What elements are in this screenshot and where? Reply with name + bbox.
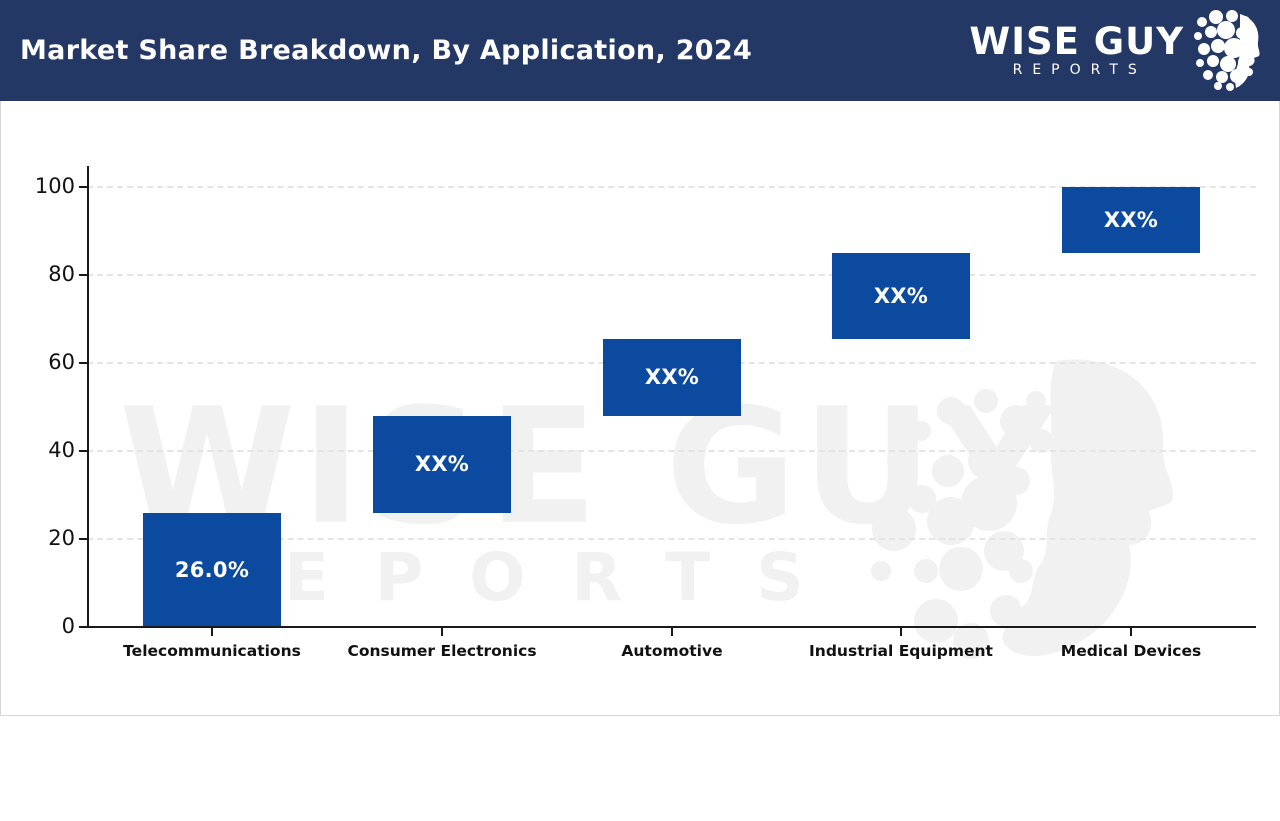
- brand-name: WISE GUY: [969, 20, 1184, 64]
- header-bar: Market Share Breakdown, By Application, …: [0, 0, 1280, 101]
- x-tick-4: [1130, 628, 1132, 636]
- gridline-y-20: [87, 538, 1256, 540]
- brand-face-dots-icon: [1194, 9, 1260, 91]
- y-tick-label-100: 100: [34, 174, 75, 198]
- bar-value-label: XX%: [1103, 208, 1159, 232]
- bar-automotive: XX%: [603, 338, 741, 416]
- x-category-label: Automotive: [621, 642, 723, 660]
- bar-telecommunications: 26.0%: [143, 512, 281, 627]
- brand-subname: REPORTS: [1012, 61, 1147, 78]
- y-tick-80: [79, 274, 87, 276]
- watermark-text-2: REPORTS: [187, 539, 850, 616]
- y-tick-0: [79, 626, 87, 628]
- bar-medical-devices: XX%: [1062, 187, 1200, 253]
- brand-logo-text: WISE GUY REPORTS: [969, 20, 1184, 78]
- x-tick-2: [671, 628, 673, 636]
- gridline-y-80: [87, 274, 1256, 276]
- x-tick-1: [441, 628, 443, 636]
- y-tick-100: [79, 186, 87, 188]
- bar-value-label: 26.0%: [174, 557, 250, 582]
- gridline-y-100: [87, 186, 1256, 188]
- brand-logo: WISE GUY REPORTS: [969, 8, 1262, 94]
- chart-title: Market Share Breakdown, By Application, …: [20, 35, 753, 66]
- y-tick-label-40: 40: [48, 438, 75, 462]
- y-tick-40: [79, 450, 87, 452]
- x-category-label: Telecommunications: [123, 642, 301, 660]
- y-tick-60: [79, 362, 87, 364]
- bar-value-label: XX%: [644, 365, 700, 390]
- watermark-face-dots: [871, 359, 1174, 659]
- x-tick-0: [211, 628, 213, 636]
- y-tick-label-0: 0: [61, 614, 75, 638]
- y-axis-line: [87, 166, 89, 628]
- x-category-label: Industrial Equipment: [809, 642, 993, 660]
- bar-value-label: XX%: [873, 283, 929, 308]
- y-tick-20: [79, 538, 87, 540]
- page: Market Share Breakdown, By Application, …: [0, 0, 1280, 716]
- x-category-label: Consumer Electronics: [347, 642, 537, 660]
- bar-industrial-equipment: XX%: [832, 253, 970, 339]
- x-axis-line: [87, 626, 1256, 628]
- bar-value-label: XX%: [414, 452, 470, 477]
- y-tick-label-60: 60: [48, 350, 75, 374]
- x-tick-3: [900, 628, 902, 636]
- y-tick-label-20: 20: [48, 526, 75, 550]
- y-tick-label-80: 80: [48, 262, 75, 286]
- bar-consumer-electronics: XX%: [373, 415, 511, 513]
- gridline-y-40: [87, 450, 1256, 452]
- x-category-label: Medical Devices: [1060, 642, 1202, 660]
- chart-panel: WISE GUY REPORTS 26.0% XX% XX% XX% XX% 0 20 40 6…: [0, 101, 1280, 716]
